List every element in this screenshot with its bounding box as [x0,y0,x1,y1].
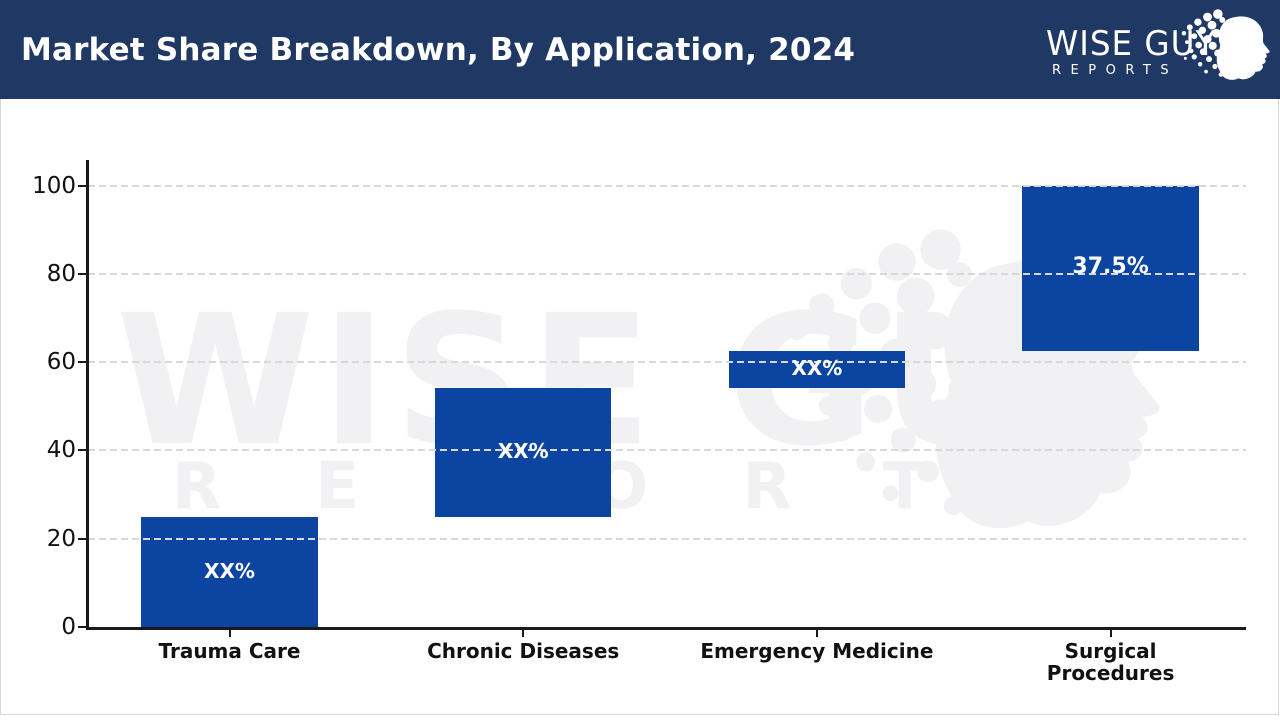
x-category-label: Emergency Medicine [700,639,934,663]
gridline [88,449,1246,452]
logo-face-icon [1181,9,1270,80]
bar-value-label: XX% [204,558,255,583]
bar-value-label: 37.5% [1072,254,1149,280]
logo-wordmark: WISE GUY [1046,24,1217,64]
y-tick-mark [78,184,88,187]
x-category-label: Trauma Care [158,639,301,663]
x-tick-mark [815,629,818,637]
bar-trauma-care [141,516,318,627]
y-tick-label: 20 [46,525,76,552]
page-header: Market Share Breakdown, By Application, … [0,0,1280,99]
watermark-subtext: REPORTS [172,450,1161,524]
gridline [88,361,1246,364]
y-tick-mark [78,272,88,275]
x-category-label: Surgical Procedures [1046,639,1175,685]
y-tick-label: 100 [32,172,76,199]
y-tick-mark [78,361,88,364]
x-category-label: Chronic Diseases [427,639,620,663]
logo-subtext: REPORTS [1052,63,1179,78]
gridline [88,272,1246,275]
y-tick-label: 0 [61,614,76,640]
bar-chronic-diseases [434,387,612,517]
bar-value-label: XX% [497,439,549,464]
bar-emergency-medicine [728,351,906,388]
body-frame [0,99,1279,715]
y-tick-mark [78,537,88,540]
x-tick-mark [522,629,525,637]
y-tick-mark [78,626,88,628]
y-tick-label: 80 [46,260,76,287]
y-tick-label: 40 [46,437,76,464]
x-axis-line [86,626,1246,630]
gridline [88,184,1246,187]
bar-value-label: XX% [791,356,843,381]
bar-surgical-procedures [1022,185,1199,352]
page-title: Market Share Breakdown, By Application, … [21,31,856,68]
gridline [88,537,1246,540]
y-axis-spine [86,160,89,630]
x-tick-mark [228,629,231,637]
y-tick-label: 60 [46,349,76,376]
x-tick-mark [1109,629,1112,637]
y-tick-mark [78,449,88,452]
